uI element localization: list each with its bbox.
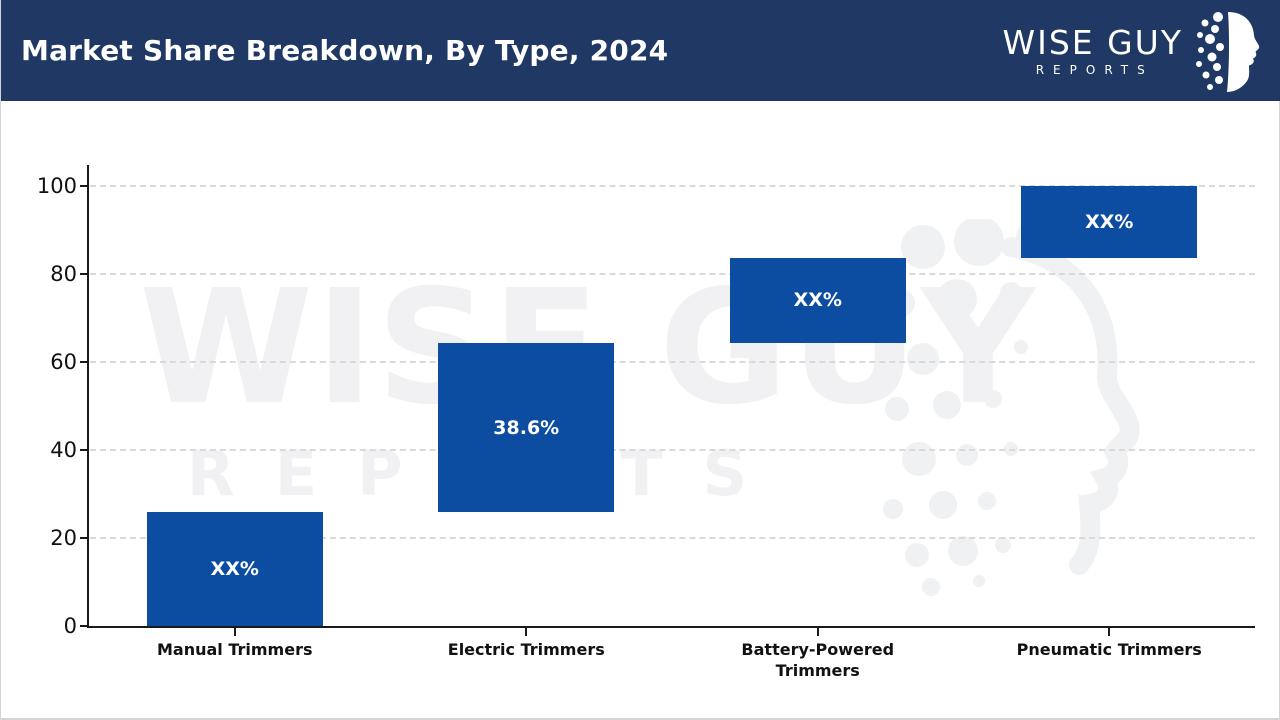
gridline-y-100 (90, 185, 1255, 187)
bar-value-label-1: XX% (210, 558, 259, 581)
gridline-y-20 (90, 537, 1255, 539)
y-tick-label-60: 60 (50, 350, 77, 374)
y-tick-0 (80, 625, 88, 627)
y-tick-40 (80, 449, 88, 451)
y-tick-label-20: 20 (50, 526, 77, 550)
logo-text: WISE GUY REPORTS (1002, 23, 1183, 78)
y-tick-80 (80, 273, 88, 275)
bar-3: XX% (729, 258, 906, 343)
y-tick-60 (80, 361, 88, 363)
y-axis-line (87, 165, 89, 628)
y-tick-label-100: 100 (36, 174, 77, 198)
wise-guy-logo: WISE GUY REPORTS (1002, 10, 1267, 94)
chart-title: Market Share Breakdown, By Type, 2024 (21, 34, 669, 67)
x-category-label-3: Battery-Powered Trimmers (741, 640, 895, 680)
x-category-label-4: Pneumatic Trimmers (1016, 640, 1202, 659)
y-tick-label-80: 80 (50, 262, 77, 286)
x-category-label-2: Electric Trimmers (447, 640, 605, 659)
x-category-label-1: Manual Trimmers (157, 640, 313, 659)
watermark-head-icon (883, 219, 1140, 596)
gridline-y-60 (90, 361, 1255, 363)
bar-4: XX% (1021, 186, 1198, 259)
x-tick-2 (525, 628, 528, 636)
y-tick-label-40: 40 (50, 438, 77, 462)
gridline-y-80 (90, 273, 1255, 275)
x-axis-line (87, 626, 1255, 628)
bar-2: 38.6% (438, 342, 615, 513)
logo-head-icon (1196, 11, 1260, 92)
bar-value-label-4: XX% (1085, 211, 1134, 234)
x-tick-3 (816, 628, 819, 636)
gridline-y-40 (90, 449, 1255, 451)
x-tick-1 (233, 628, 236, 636)
logo-subtitle: REPORTS (1035, 63, 1154, 77)
x-tick-4 (1108, 628, 1111, 636)
bar-value-label-2: 38.6% (493, 416, 560, 439)
header-banner: Market Share Breakdown, By Type, 2024 WI… (1, 0, 1280, 101)
y-tick-100 (80, 185, 88, 187)
y-tick-20 (80, 537, 88, 539)
bar-value-label-3: XX% (793, 289, 842, 312)
bar-1: XX% (146, 512, 323, 626)
y-tick-label-0: 0 (63, 614, 77, 638)
logo-wordmark: WISE GUY (1002, 23, 1183, 62)
